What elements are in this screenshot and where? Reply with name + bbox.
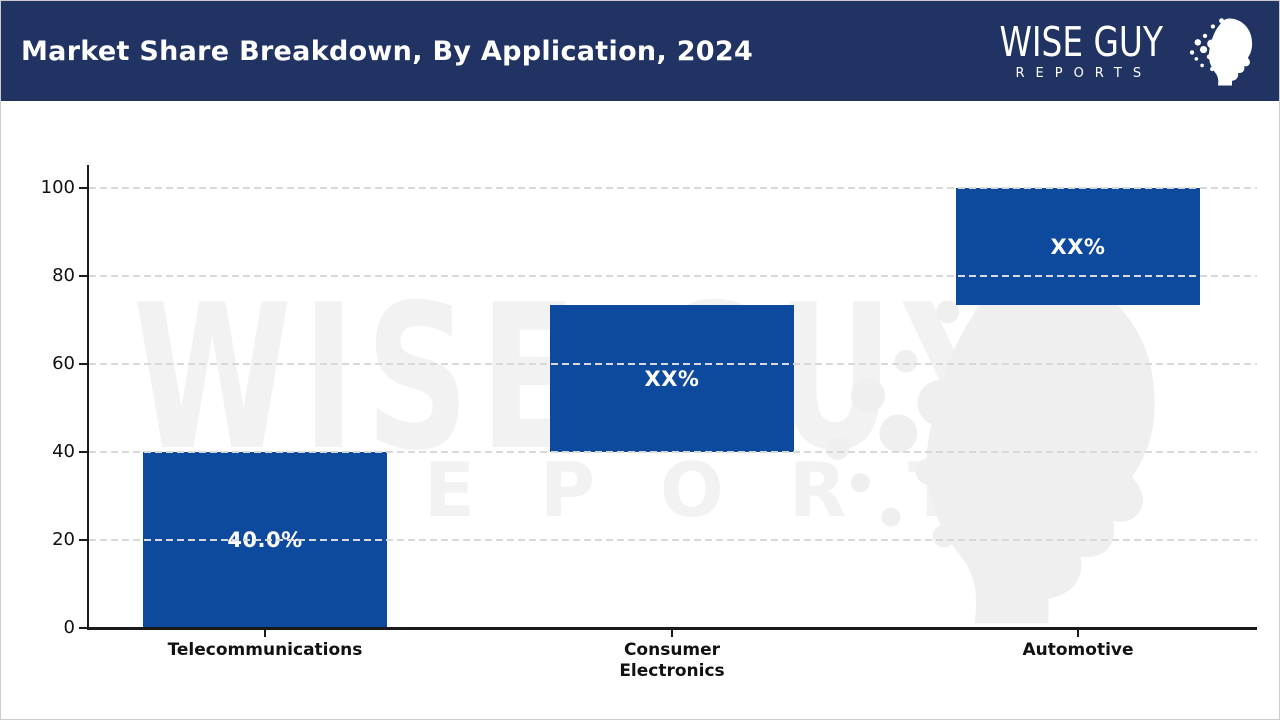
x-tick-automotive <box>1077 630 1079 637</box>
logo-wordmark: WISE GUY <box>999 17 1163 66</box>
y-tick-label: 0 <box>63 617 75 638</box>
y-tick-100 <box>79 187 87 189</box>
x-axis-label-telecommunications: Telecommunications <box>167 640 363 660</box>
logo: WISE GUY REPORTS <box>979 9 1259 93</box>
y-tick-label: 60 <box>52 353 75 374</box>
y-tick-label: 80 <box>52 265 75 286</box>
bar-automotive: XX% <box>956 188 1200 306</box>
y-tick-40 <box>79 451 87 453</box>
header: Market Share Breakdown, By Application, … <box>1 1 1279 101</box>
logo-head-icon <box>1189 18 1253 86</box>
bar-consumer: XX% <box>550 305 794 452</box>
x-tick-telecommunications <box>264 630 266 637</box>
bar-value-label: XX% <box>644 366 700 391</box>
x-tick-consumer <box>671 630 673 637</box>
gridline-80 <box>89 275 1257 277</box>
y-tick-80 <box>79 275 87 277</box>
y-tick-20 <box>79 539 87 541</box>
x-axis-label-automotive: Automotive <box>1022 640 1134 660</box>
gridline-60 <box>89 363 1257 365</box>
y-tick-label: 40 <box>52 441 75 462</box>
y-axis <box>87 165 89 629</box>
gridline-20 <box>89 539 1257 541</box>
y-tick-60 <box>79 363 87 365</box>
y-tick-label: 20 <box>52 529 75 550</box>
logo-subtitle: REPORTS <box>1015 65 1153 81</box>
y-tick-0 <box>79 627 87 629</box>
y-tick-label: 100 <box>40 177 75 198</box>
x-axis <box>87 627 1257 630</box>
x-axis-label-consumer: Consumer Electronics <box>619 640 725 682</box>
gridline-40 <box>89 451 1257 453</box>
page-title: Market Share Breakdown, By Application, … <box>21 35 754 67</box>
bar-value-label: XX% <box>1050 234 1106 259</box>
gridline-100 <box>89 187 1257 189</box>
